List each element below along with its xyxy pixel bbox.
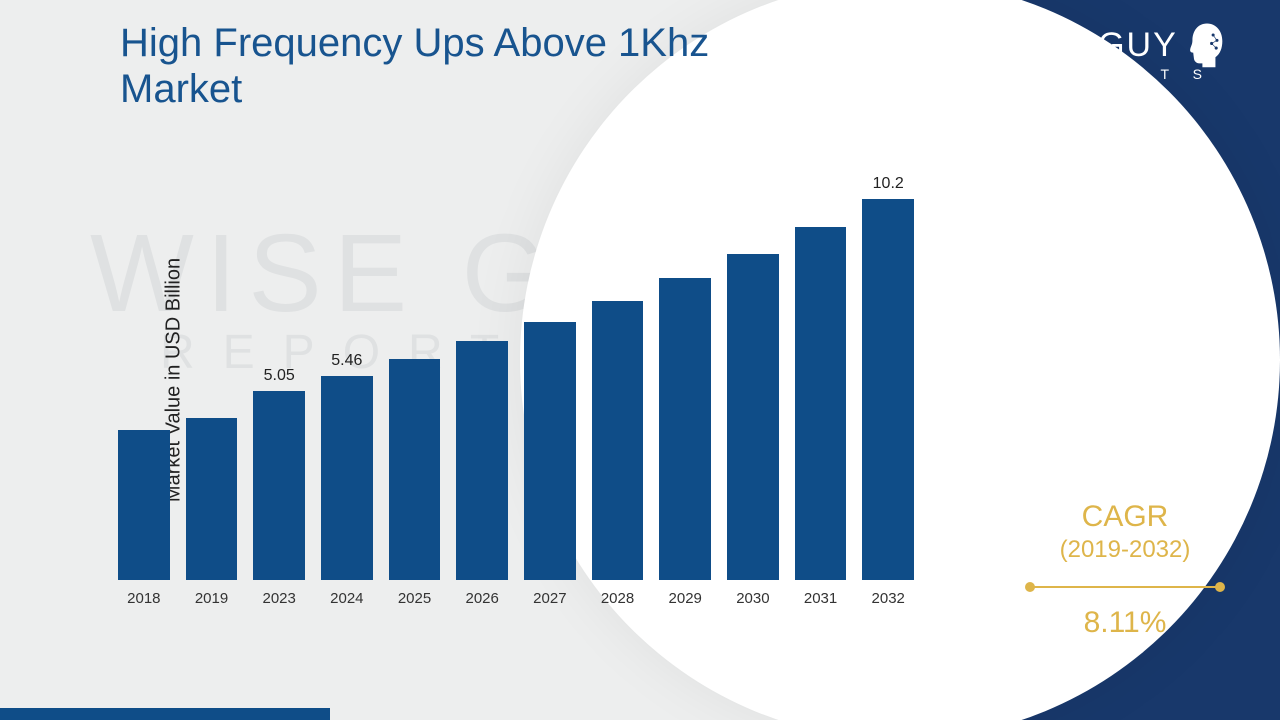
bar [592,301,644,580]
bar [186,418,238,580]
bar-column [592,277,644,580]
infographic-canvas: WISE GUY REPORTS High Frequency Ups Abov… [0,0,1280,720]
bar-column [795,203,847,580]
bar-column [186,394,238,580]
bar [253,391,305,580]
cagr-value: 8.11% [1010,606,1240,640]
bar-column [118,406,170,580]
x-tick-label: 2023 [253,584,305,610]
logo-head-icon [1184,22,1230,68]
x-tick-label: 2027 [524,584,576,610]
bar-value-label: 5.05 [264,367,295,387]
bar-value-label: 5.46 [331,352,362,372]
x-tick-label: 2018 [118,584,170,610]
bar-column [456,317,508,580]
bar-column [727,230,779,580]
logo-text-sub: R E P O R T S [992,66,1260,82]
bar-column [659,254,711,580]
bar-column: 10.2 [862,175,914,580]
x-tick-label: 2026 [456,584,508,610]
bar [862,199,914,580]
bar-chart: Market Value in USD Billion 5.055.4610.2… [60,150,920,610]
x-tick-label: 2025 [389,584,441,610]
x-tick-label: 2030 [727,584,779,610]
bar-value-label: 10.2 [873,175,904,195]
bar [456,341,508,580]
x-tick-label: 2029 [659,584,711,610]
x-axis-labels: 2018 2019 2023 2024 2025 2026 2027 2028 2029 2030… [112,584,920,610]
bar [727,254,779,580]
bar [659,278,711,580]
bar [524,322,576,580]
bar-column: 5.05 [253,367,305,580]
bar-column [524,298,576,580]
x-tick-label: 2019 [186,584,238,610]
bar-column: 5.46 [321,352,373,580]
chart-title: High Frequency Ups Above 1Khz Market [120,20,760,112]
x-tick-label: 2031 [795,584,847,610]
logo-text-main: WISE GUY [992,26,1178,65]
bar [118,430,170,580]
cagr-range: (2019-2032) [1010,536,1240,564]
bar [389,359,441,580]
brand-logo: WISE GUY R E P O R T S [992,22,1260,82]
x-tick-label: 2032 [862,584,914,610]
x-tick-label: 2024 [321,584,373,610]
bar [795,227,847,580]
bottom-accent-bar [0,708,330,720]
cagr-label: CAGR [1010,500,1240,534]
bar [321,376,373,580]
chart-plot: 5.05 5.46 10.2 [112,150,920,580]
x-tick-label: 2028 [592,584,644,610]
cagr-divider [1030,586,1220,588]
cagr-block: CAGR (2019-2032) 8.11% [1010,500,1240,640]
bar-column [389,335,441,580]
